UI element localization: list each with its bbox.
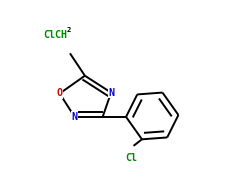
Text: ClCH: ClCH	[43, 30, 67, 40]
Text: Cl: Cl	[126, 153, 138, 163]
Text: N: N	[72, 112, 78, 122]
Text: O: O	[57, 88, 63, 99]
Text: N: N	[108, 88, 114, 98]
Text: 2: 2	[66, 27, 71, 33]
